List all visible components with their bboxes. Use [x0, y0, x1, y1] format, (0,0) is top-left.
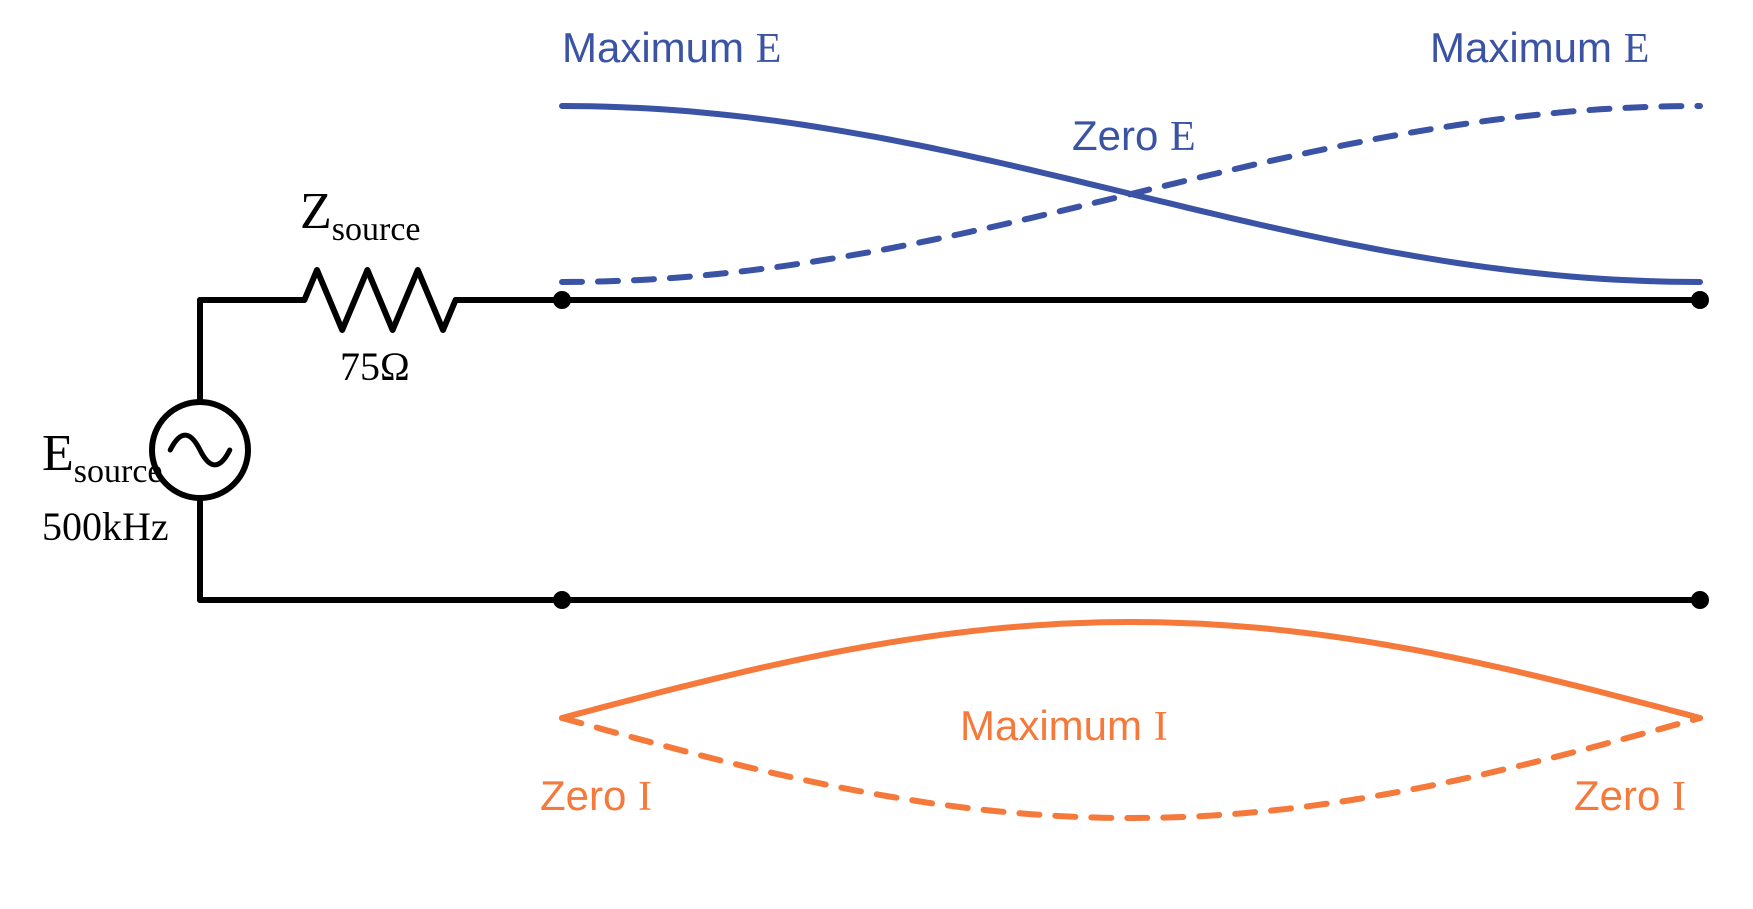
svg-text:Maximum E: Maximum E — [562, 24, 781, 72]
svg-text:Maximum I: Maximum I — [960, 702, 1168, 750]
node-dot — [553, 291, 571, 309]
label-zero-i-right: Zero I — [1574, 772, 1686, 820]
svg-text:Zero I: Zero I — [540, 772, 652, 820]
label-max-e-right: Maximum E — [1430, 24, 1649, 72]
label-zero-e: Zero E — [1072, 112, 1196, 160]
svg-text:Zsource: Zsource — [300, 183, 421, 248]
resistor-zsource — [290, 270, 470, 330]
label-z-source: Zsource — [300, 183, 421, 248]
node-dot — [553, 591, 571, 609]
svg-text:Zero I: Zero I — [1574, 772, 1686, 820]
label-e-freq: 500kHz — [42, 504, 169, 549]
svg-text:Zero E: Zero E — [1072, 112, 1196, 160]
label-z-value: 75Ω — [340, 344, 410, 389]
ac-source-sine — [170, 435, 230, 465]
node-dot — [1691, 291, 1709, 309]
node-dot — [1691, 591, 1709, 609]
svg-text:Maximum E: Maximum E — [1430, 24, 1649, 72]
label-max-e-left: Maximum E — [562, 24, 781, 72]
label-max-i: Maximum I — [960, 702, 1168, 750]
svg-text:Esource: Esource — [42, 425, 163, 490]
label-zero-i-left: Zero I — [540, 772, 652, 820]
label-e-source: Esource — [42, 425, 163, 490]
